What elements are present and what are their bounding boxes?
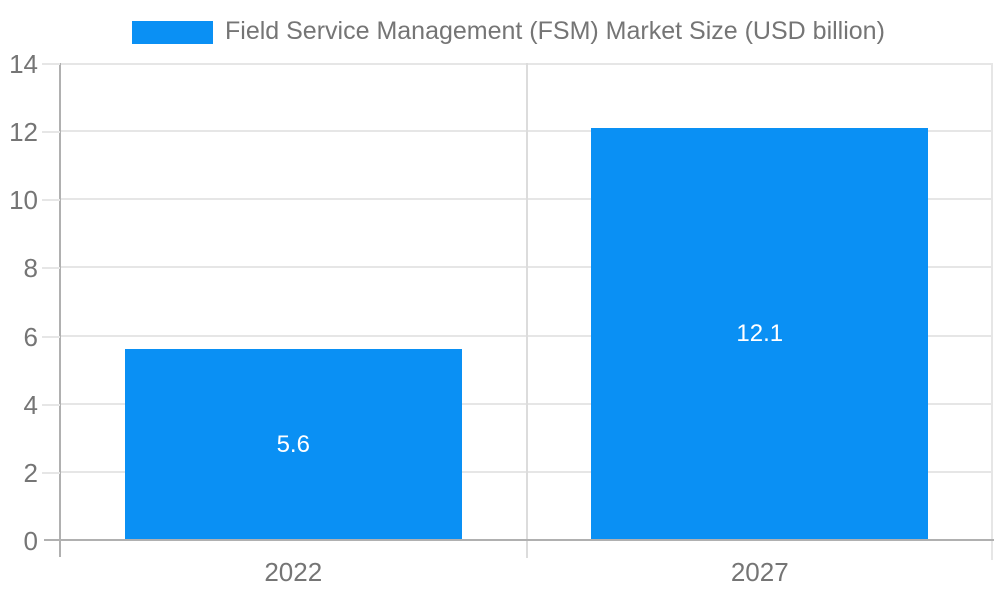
plot-area: 5.6 12.1 [59,63,993,560]
y-tick-label-6: 6 [23,321,38,352]
y-tick-mark-12 [42,131,60,134]
y-tick-label-8: 8 [23,253,38,284]
chart-title: Field Service Management (FSM) Market Si… [225,17,885,45]
y-tick-mark-10 [42,199,60,202]
y-tick-label-12: 12 [9,117,38,148]
y-tick-mark-2 [42,471,60,474]
x-tick-label-2022: 2022 [264,557,323,587]
bar-value-label: 12.1 [736,319,784,347]
y-tick-mark-6 [42,335,60,338]
bar-value-label: 5.6 [276,430,310,458]
y-tick-label-10: 10 [9,185,38,216]
y-tick-label-4: 4 [23,389,38,420]
y-tick-label-0: 0 [23,526,38,556]
category-divider [525,63,528,558]
y-tick-label-2: 2 [23,457,38,488]
plot-right-border [991,63,993,560]
y-tick-mark-4 [42,403,60,406]
y-tick-mark-14 [42,63,60,65]
y-axis-line [59,63,61,557]
x-tick-label-2027: 2027 [730,557,789,587]
legend-swatch [132,21,213,44]
bar-2027: 12.1 [591,127,929,540]
y-tick-label-14: 14 [9,49,38,79]
x-axis-baseline [44,539,994,541]
legend: Field Service Management (FSM) Market Si… [0,0,1000,55]
bar-2022: 5.6 [124,349,462,540]
y-tick-mark-8 [42,267,60,270]
